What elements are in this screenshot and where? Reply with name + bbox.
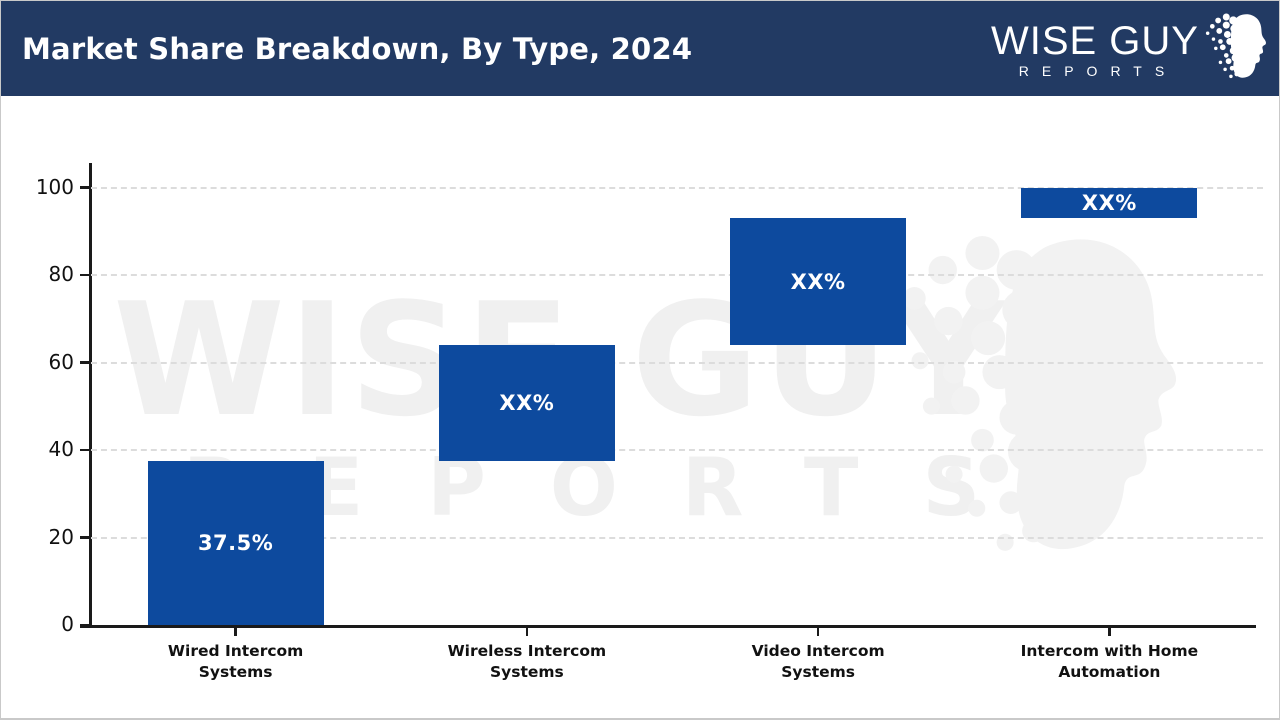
category-label: Wired Intercom Systems xyxy=(167,642,304,681)
y-tick-label-80: 80 xyxy=(48,262,74,287)
y-tick-label-40: 40 xyxy=(48,437,74,462)
bar-value-label: 37.5% xyxy=(197,531,274,555)
gridline-60 xyxy=(91,361,1263,364)
bar-segment: XX% xyxy=(438,345,615,462)
logo-subtitle: REPORTS xyxy=(1018,62,1178,79)
wise-guy-logo: WISE GUY REPORTS xyxy=(991,7,1267,91)
x-tick xyxy=(525,627,529,636)
x-tick xyxy=(816,627,820,636)
bar-value-label: XX% xyxy=(790,269,846,294)
x-tick xyxy=(234,627,237,636)
logo-wordmark: WISE GUY xyxy=(990,18,1199,63)
bar-segment: 37.5% xyxy=(147,461,324,625)
y-tick-label-100: 100 xyxy=(35,174,74,199)
y-tick-0 xyxy=(80,623,90,627)
y-tick-80 xyxy=(80,273,90,277)
bar-value-label: XX% xyxy=(499,391,555,416)
y-tick-label-60: 60 xyxy=(48,349,74,374)
y-tick-label-20: 20 xyxy=(48,524,74,549)
x-tick xyxy=(1108,627,1111,636)
page-title: Market Share Breakdown, By Type, 2024 xyxy=(22,31,693,66)
y-tick-40 xyxy=(80,448,90,452)
logo-text: WISE GUY REPORTS xyxy=(991,20,1199,79)
chart-area: WISE GUY REPORTS 0 20 40 60 80 100 37.5% Wired … xyxy=(1,96,1279,718)
category-label: Intercom with Home Automation xyxy=(1020,642,1199,681)
gridline-80 xyxy=(91,274,1263,277)
category-label: Wireless Intercom Systems xyxy=(447,642,607,681)
plot-area: 0 20 40 60 80 100 37.5% Wired Intercom Systems X… xyxy=(36,163,1263,681)
bar-segment: XX% xyxy=(1021,187,1198,219)
category-label: Video Intercom Systems xyxy=(751,642,885,681)
gridline-40 xyxy=(91,449,1263,452)
y-tick-label-0: 0 xyxy=(61,612,74,636)
bar-segment: XX% xyxy=(730,218,907,346)
y-tick-60 xyxy=(80,361,90,364)
header: Market Share Breakdown, By Type, 2024 WI… xyxy=(1,1,1279,96)
x-axis-spine xyxy=(80,625,1256,628)
gridline-100 xyxy=(91,186,1263,189)
y-axis-spine xyxy=(89,163,92,626)
y-tick-100 xyxy=(80,186,90,189)
dotted-head-icon xyxy=(1205,13,1266,79)
y-tick-20 xyxy=(80,536,90,539)
gridline-20 xyxy=(91,536,1263,539)
bar-value-label: XX% xyxy=(1081,191,1137,215)
